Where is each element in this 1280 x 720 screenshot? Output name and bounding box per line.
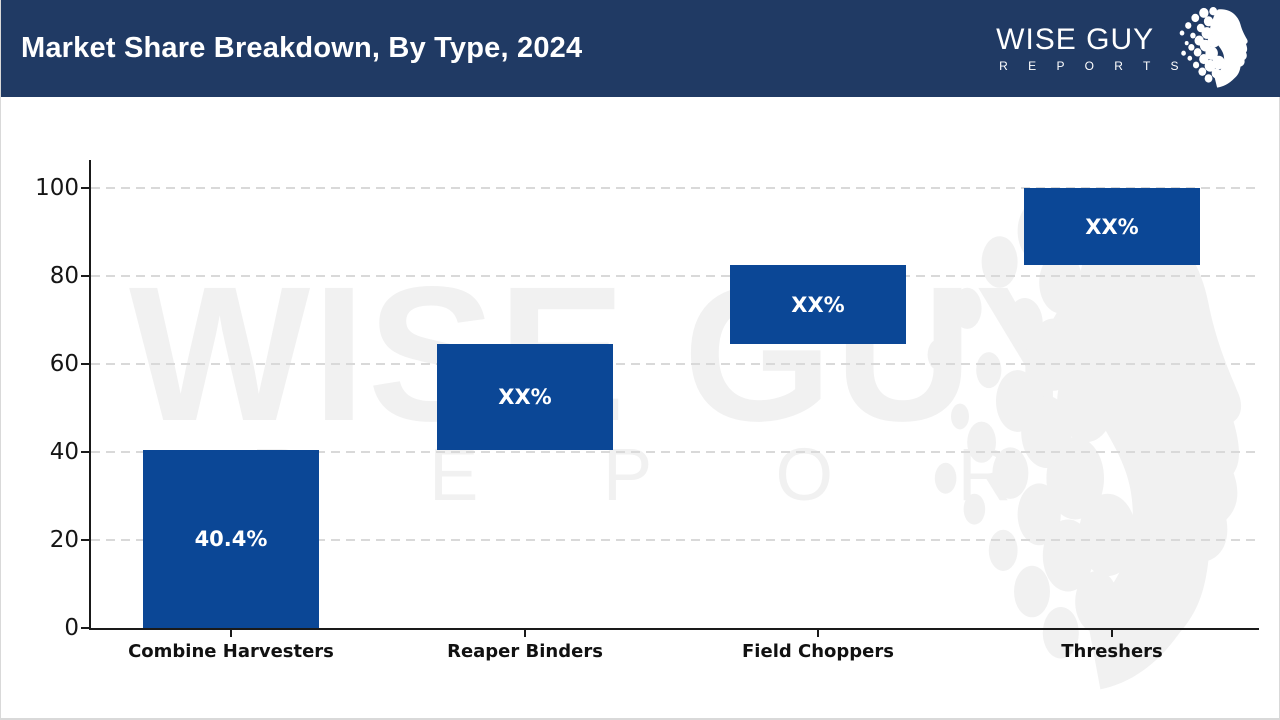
y-tick-label: 80: [49, 263, 79, 289]
y-tick-label: 20: [49, 527, 79, 553]
x-category-label: Reaper Binders: [447, 641, 603, 662]
bar-value-label: XX%: [498, 385, 552, 410]
page-title: Market Share Breakdown, By Type, 2024: [21, 32, 583, 64]
x-tick-mark: [524, 630, 526, 637]
brand-logo: WISE GUY R E P O R T S: [996, 6, 1253, 91]
bar-value-label: XX%: [791, 292, 845, 317]
y-tick-mark: [81, 451, 89, 453]
header-bar: Market Share Breakdown, By Type, 2024 WI…: [1, 0, 1280, 97]
brand-subtitle: R E P O R T S: [999, 58, 1187, 73]
y-tick-label: 60: [49, 351, 79, 377]
x-axis-line: [89, 628, 1259, 630]
gridline-y60: [91, 363, 1259, 365]
bar-reaper-binders: XX%: [437, 344, 613, 451]
x-tick-mark: [817, 630, 819, 637]
y-axis-line: [89, 160, 91, 630]
y-tick-mark: [81, 627, 89, 629]
x-tick-mark: [1111, 630, 1113, 637]
x-category-label: Threshers: [1061, 641, 1163, 662]
bar-value-label: 40.4%: [194, 527, 268, 552]
y-tick-label: 0: [64, 615, 79, 641]
brand-logo-text: WISE GUY R E P O R T S: [996, 22, 1187, 73]
y-tick-label: 40: [49, 439, 79, 465]
bar-value-label: XX%: [1085, 214, 1139, 239]
y-tick-mark: [81, 363, 89, 365]
y-tick-mark: [81, 187, 89, 189]
gridline-y80: [91, 275, 1259, 277]
gridline-y100: [91, 187, 1259, 189]
x-category-label: Combine Harvesters: [128, 641, 334, 662]
y-tick-mark: [81, 275, 89, 277]
x-category-label: Field Choppers: [742, 641, 894, 662]
y-tick-label: 100: [35, 175, 79, 201]
gridline-y40: [91, 451, 1259, 453]
x-tick-mark: [230, 630, 232, 637]
bar-field-choppers: XX%: [730, 265, 906, 345]
brand-head-icon: [1179, 6, 1248, 88]
bar-threshers: XX%: [1024, 188, 1200, 265]
gridline-y20: [91, 539, 1259, 541]
brand-name: WISE GUY: [996, 22, 1155, 56]
y-tick-mark: [81, 539, 89, 541]
bar-combine-harvesters: 40.4%: [143, 450, 319, 628]
